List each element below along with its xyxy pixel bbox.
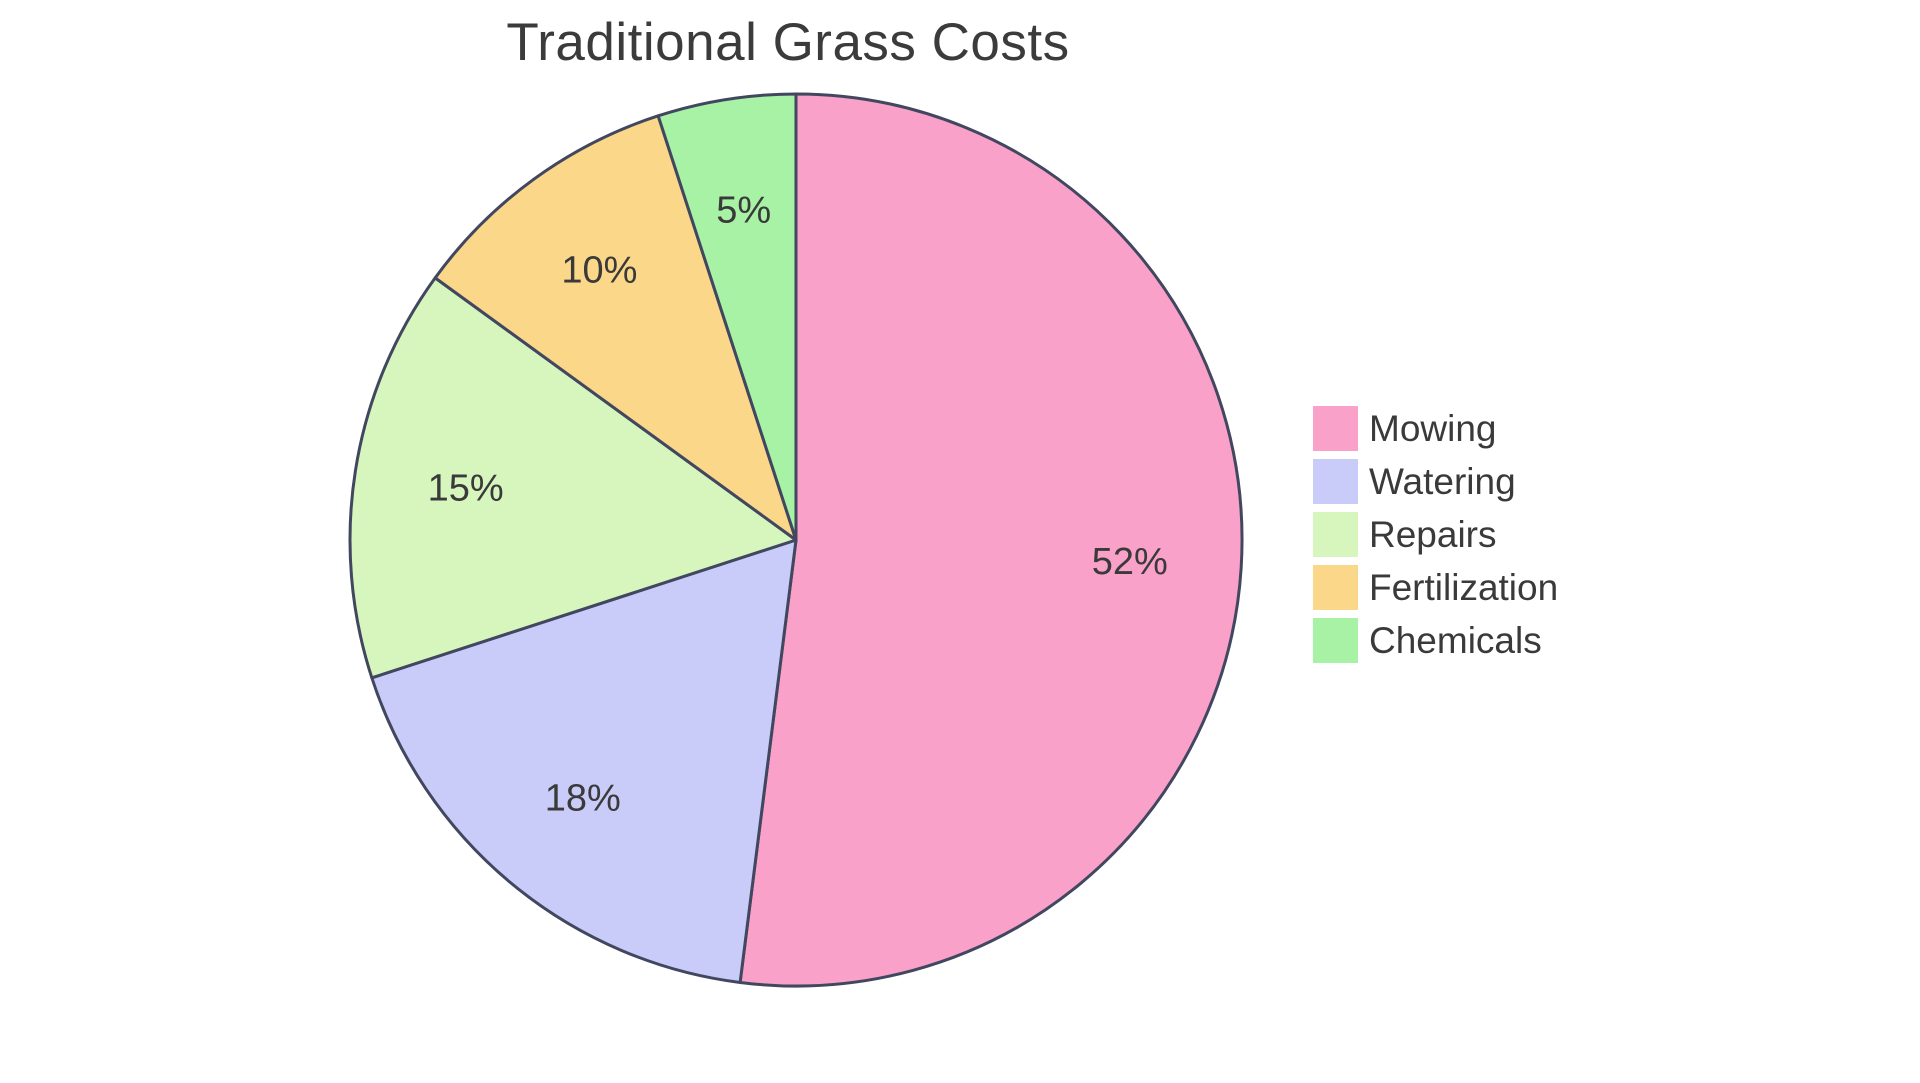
pie-slice-chemicals[interactable] — [656, 92, 798, 542]
legend-item-repairs[interactable]: Repairs — [1313, 512, 1558, 557]
legend-label-fertilization: Fertilization — [1369, 566, 1559, 608]
legend-item-fertilization[interactable]: Fertilization — [1313, 565, 1558, 610]
legend-item-mowing[interactable]: Mowing — [1313, 406, 1558, 451]
legend-swatch-chemicals — [1313, 618, 1358, 663]
legend-label-mowing: Mowing — [1369, 407, 1497, 449]
legend-item-chemicals[interactable]: Chemicals — [1313, 618, 1558, 663]
pie-slice-repairs[interactable] — [348, 276, 798, 680]
pie-slice-mowing[interactable] — [738, 92, 1244, 988]
legend-item-watering[interactable]: Watering — [1313, 459, 1558, 504]
slice-label-repairs: 15% — [428, 468, 504, 510]
legend-swatch-mowing — [1313, 406, 1358, 451]
legend-swatch-repairs — [1313, 512, 1358, 557]
chart-title: Traditional Grass Costs — [506, 13, 1070, 72]
legend-label-watering: Watering — [1369, 460, 1516, 502]
slice-label-watering: 18% — [545, 778, 621, 820]
slice-label-fertilization: 10% — [561, 249, 637, 291]
slice-label-mowing: 52% — [1092, 541, 1168, 583]
legend-label-repairs: Repairs — [1369, 513, 1497, 555]
slice-label-chemicals: 5% — [716, 190, 771, 232]
legend: Mowing Watering Repairs Fertilization Chemic… — [1313, 406, 1558, 663]
legend-swatch-watering — [1313, 459, 1358, 504]
pie-slice-fertilization[interactable] — [433, 114, 798, 542]
pie-slice-watering[interactable] — [370, 538, 798, 984]
legend-label-chemicals: Chemicals — [1369, 619, 1542, 661]
legend-swatch-fertilization — [1313, 565, 1358, 610]
